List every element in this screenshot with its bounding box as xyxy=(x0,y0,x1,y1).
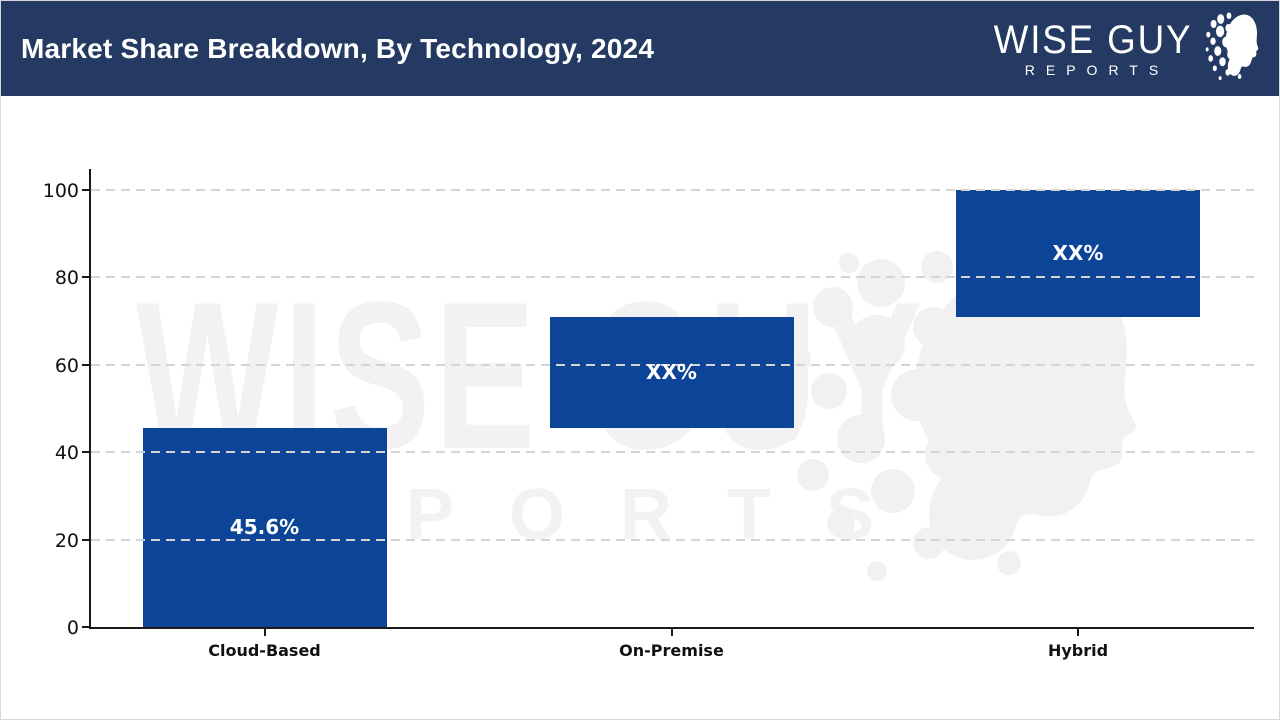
bar-cloud-based xyxy=(142,427,387,627)
gridline-80 xyxy=(91,276,1254,278)
bar-on-premise xyxy=(549,317,794,428)
y-tick-80 xyxy=(82,276,89,278)
y-axis-line xyxy=(89,169,91,629)
gridline-100 xyxy=(91,188,1254,191)
y-tick-40 xyxy=(82,451,89,453)
bar-value-label-1: 45.6% xyxy=(229,515,300,540)
bar-value-label-2: XX% xyxy=(646,360,697,385)
y-tick-100 xyxy=(82,188,89,191)
y-tick-0 xyxy=(82,626,89,628)
x-tick-label-2: On-Premise xyxy=(619,641,724,660)
y-tick-label-80: 80 xyxy=(54,267,79,289)
wiseguy-head-icon xyxy=(1205,11,1259,80)
header-bar: Market Share Breakdown, By Technology, 2… xyxy=(1,1,1279,96)
wiseguy-logo: WISE GUY REPORTS xyxy=(985,10,1265,88)
y-tick-20 xyxy=(82,538,89,541)
gridline-20 xyxy=(91,538,1254,541)
gridline-40 xyxy=(91,451,1254,453)
x-tick-label-3: Hybrid xyxy=(1047,641,1109,660)
x-tick-1 xyxy=(263,629,266,636)
chart-title: Market Share Breakdown, By Technology, 2… xyxy=(21,32,655,64)
y-tick-label-0: 0 xyxy=(66,617,79,639)
x-tick-3 xyxy=(1077,629,1079,636)
logo-wiseguy-text: WISE GUY xyxy=(993,18,1193,62)
logo-reports-text: REPORTS xyxy=(1024,62,1170,78)
bar-value-label-3: XX% xyxy=(1052,241,1104,266)
y-tick-label-20: 20 xyxy=(54,529,79,552)
y-tick-label-60: 60 xyxy=(54,354,79,377)
y-tick-label-40: 40 xyxy=(54,442,79,464)
y-tick-label-100: 100 xyxy=(42,179,79,202)
x-tick-2 xyxy=(670,629,673,636)
y-tick-60 xyxy=(82,363,89,366)
gridline-60 xyxy=(91,363,1254,366)
x-axis-line xyxy=(89,627,1254,629)
x-tick-label-1: Cloud-Based xyxy=(208,641,321,660)
